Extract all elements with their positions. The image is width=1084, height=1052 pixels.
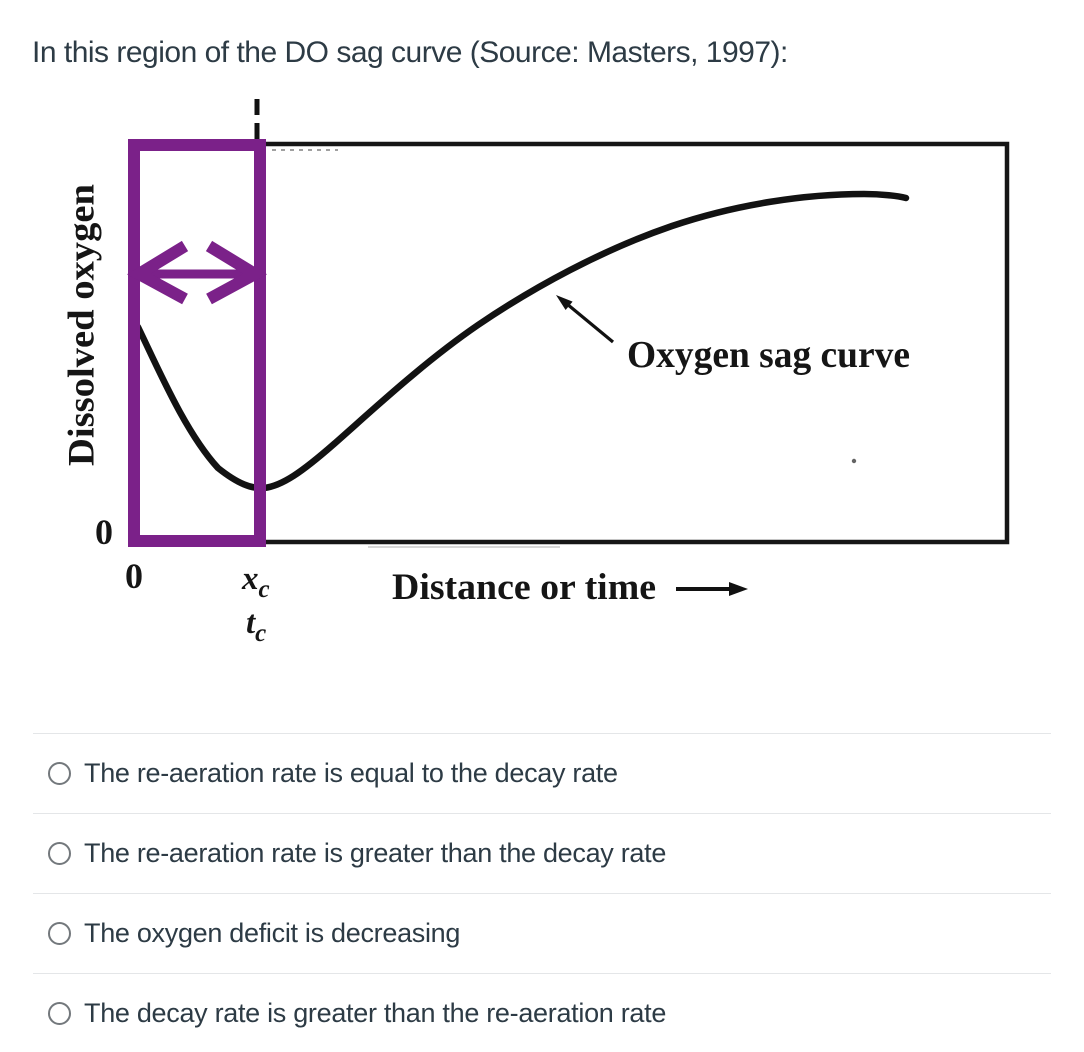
answer-option-2[interactable]: The re-aeration rate is greater than the… xyxy=(33,813,1051,893)
y-axis-zero-tick: 0 xyxy=(95,512,113,552)
x-axis-label: Distance or time xyxy=(392,567,656,608)
option-label: The decay rate is greater than the re-ae… xyxy=(84,998,667,1028)
left-arrowhead-icon xyxy=(126,240,189,305)
option-label: The oxygen deficit is decreasing xyxy=(84,918,461,948)
option-label: The re-aeration rate is equal to the dec… xyxy=(84,758,618,788)
option-label: The re-aeration rate is greater than the… xyxy=(84,838,667,868)
do-sag-curve-figure: Dissolved oxygen 0 0 xc tc Distance or t… xyxy=(62,99,1010,647)
y-axis-label: Dissolved oxygen xyxy=(62,184,103,466)
x-axis-zero-tick: 0 xyxy=(125,556,143,596)
region-width-arrow xyxy=(126,240,268,305)
answer-option-3[interactable]: The oxygen deficit is decreasing xyxy=(33,893,1051,973)
answer-option-4[interactable]: The decay rate is greater than the re-ae… xyxy=(33,973,1051,1052)
radio-button[interactable] xyxy=(48,762,71,785)
chart-frame xyxy=(261,141,1010,545)
curve-label: Oxygen sag curve xyxy=(627,334,910,376)
oxygen-sag-curve-line xyxy=(134,190,910,492)
question-title: In this region of the DO sag curve (Sour… xyxy=(32,36,788,69)
ink-speck xyxy=(851,458,857,464)
arrowhead-icon xyxy=(729,582,748,596)
tc-tick-label: tc xyxy=(246,605,266,647)
radio-button[interactable] xyxy=(48,1002,71,1025)
xc-tick-label: xc xyxy=(241,561,270,603)
arrowhead-icon xyxy=(556,295,573,310)
answer-option-1[interactable]: The re-aeration rate is equal to the dec… xyxy=(33,733,1051,813)
answer-options: The re-aeration rate is equal to the dec… xyxy=(33,733,1051,1052)
curve-annotation-arrow xyxy=(556,295,615,344)
highlight-region-box xyxy=(128,139,266,547)
do-sag-curve-svg: Dissolved oxygen 0 0 xc tc Distance or t… xyxy=(62,99,1010,647)
radio-button[interactable] xyxy=(48,922,71,945)
right-arrowhead-icon xyxy=(205,240,268,305)
x-axis-arrow xyxy=(676,582,748,596)
radio-button[interactable] xyxy=(48,842,71,865)
